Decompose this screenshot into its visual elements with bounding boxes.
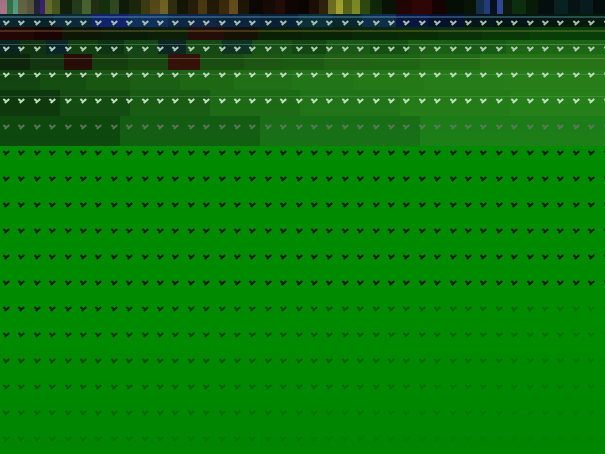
green-field — [0, 0, 605, 454]
corrupted-render-viewport — [0, 0, 605, 454]
